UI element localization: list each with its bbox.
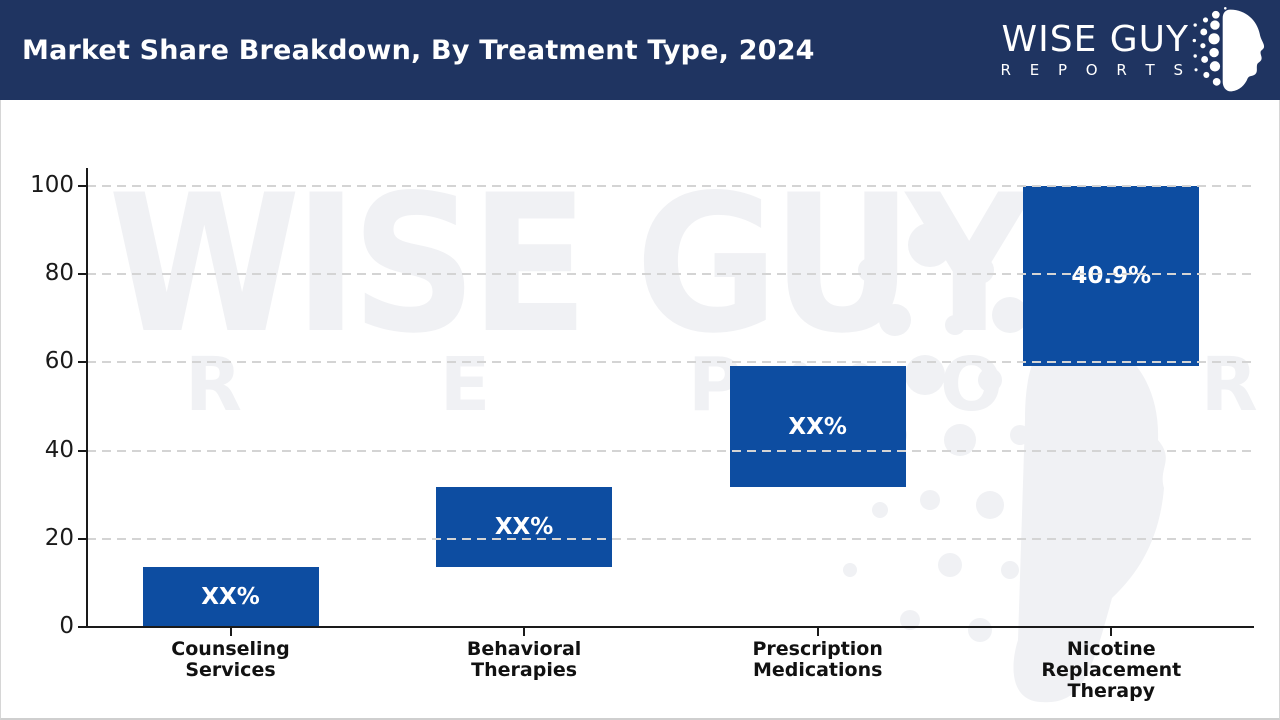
- bar-value-label-1: XX%: [201, 584, 260, 610]
- x-tick-1: [229, 628, 232, 636]
- gridline-60: [87, 361, 1253, 364]
- y-tick-40: [78, 449, 87, 452]
- logo-subtitle: R E P O R T S: [1000, 60, 1190, 79]
- logo-head-icon: [1192, 7, 1265, 92]
- bar-4: 40.9%: [1023, 186, 1200, 367]
- y-axis-line: [86, 168, 88, 628]
- y-tick-label-100: 100: [30, 172, 74, 198]
- x-tick-2: [523, 628, 526, 636]
- bar-value-label-4: 40.9%: [1071, 263, 1152, 290]
- x-tick-4: [1110, 628, 1113, 636]
- header: Market Share Breakdown, By Treatment Typ…: [0, 0, 1280, 100]
- x-category-label-3: Prescription Medications: [752, 638, 883, 681]
- chart-title: Market Share Breakdown, By Treatment Typ…: [22, 34, 815, 66]
- y-tick-100: [78, 185, 87, 187]
- wise-guy-logo: WISE GUY R E P O R T S: [1001, 4, 1270, 96]
- x-category-label-4: Nicotine Replacement Therapy: [1041, 638, 1182, 702]
- bar-value-label-3: XX%: [788, 413, 847, 440]
- y-tick-label-0: 0: [59, 613, 74, 639]
- bar-2: XX%: [436, 486, 613, 567]
- y-tick-0: [78, 626, 87, 628]
- y-tick-label-20: 20: [44, 524, 74, 551]
- y-tick-label-40: 40: [44, 436, 74, 463]
- gridline-100: [87, 185, 1253, 187]
- gridline-40: [87, 449, 1253, 452]
- gridline-80: [87, 273, 1253, 276]
- x-category-label-1: Counseling Services: [171, 638, 290, 681]
- gridline-20: [87, 537, 1253, 540]
- x-category-label-2: Behavioral Therapies: [466, 638, 582, 681]
- bar-value-label-2: XX%: [494, 513, 554, 540]
- y-tick-80: [78, 273, 87, 276]
- y-tick-label-60: 60: [44, 348, 74, 375]
- bar-1: XX%: [142, 567, 319, 627]
- x-tick-3: [816, 628, 819, 636]
- y-tick-label-80: 80: [44, 260, 74, 287]
- y-tick-60: [78, 361, 87, 364]
- bar-3: XX%: [729, 366, 906, 487]
- logo-wordmark: WISE GUY: [1001, 18, 1190, 60]
- x-axis-line: [86, 626, 1254, 628]
- logo-text: WISE GUY R E P O R T S: [1000, 18, 1190, 79]
- y-tick-20: [78, 537, 87, 540]
